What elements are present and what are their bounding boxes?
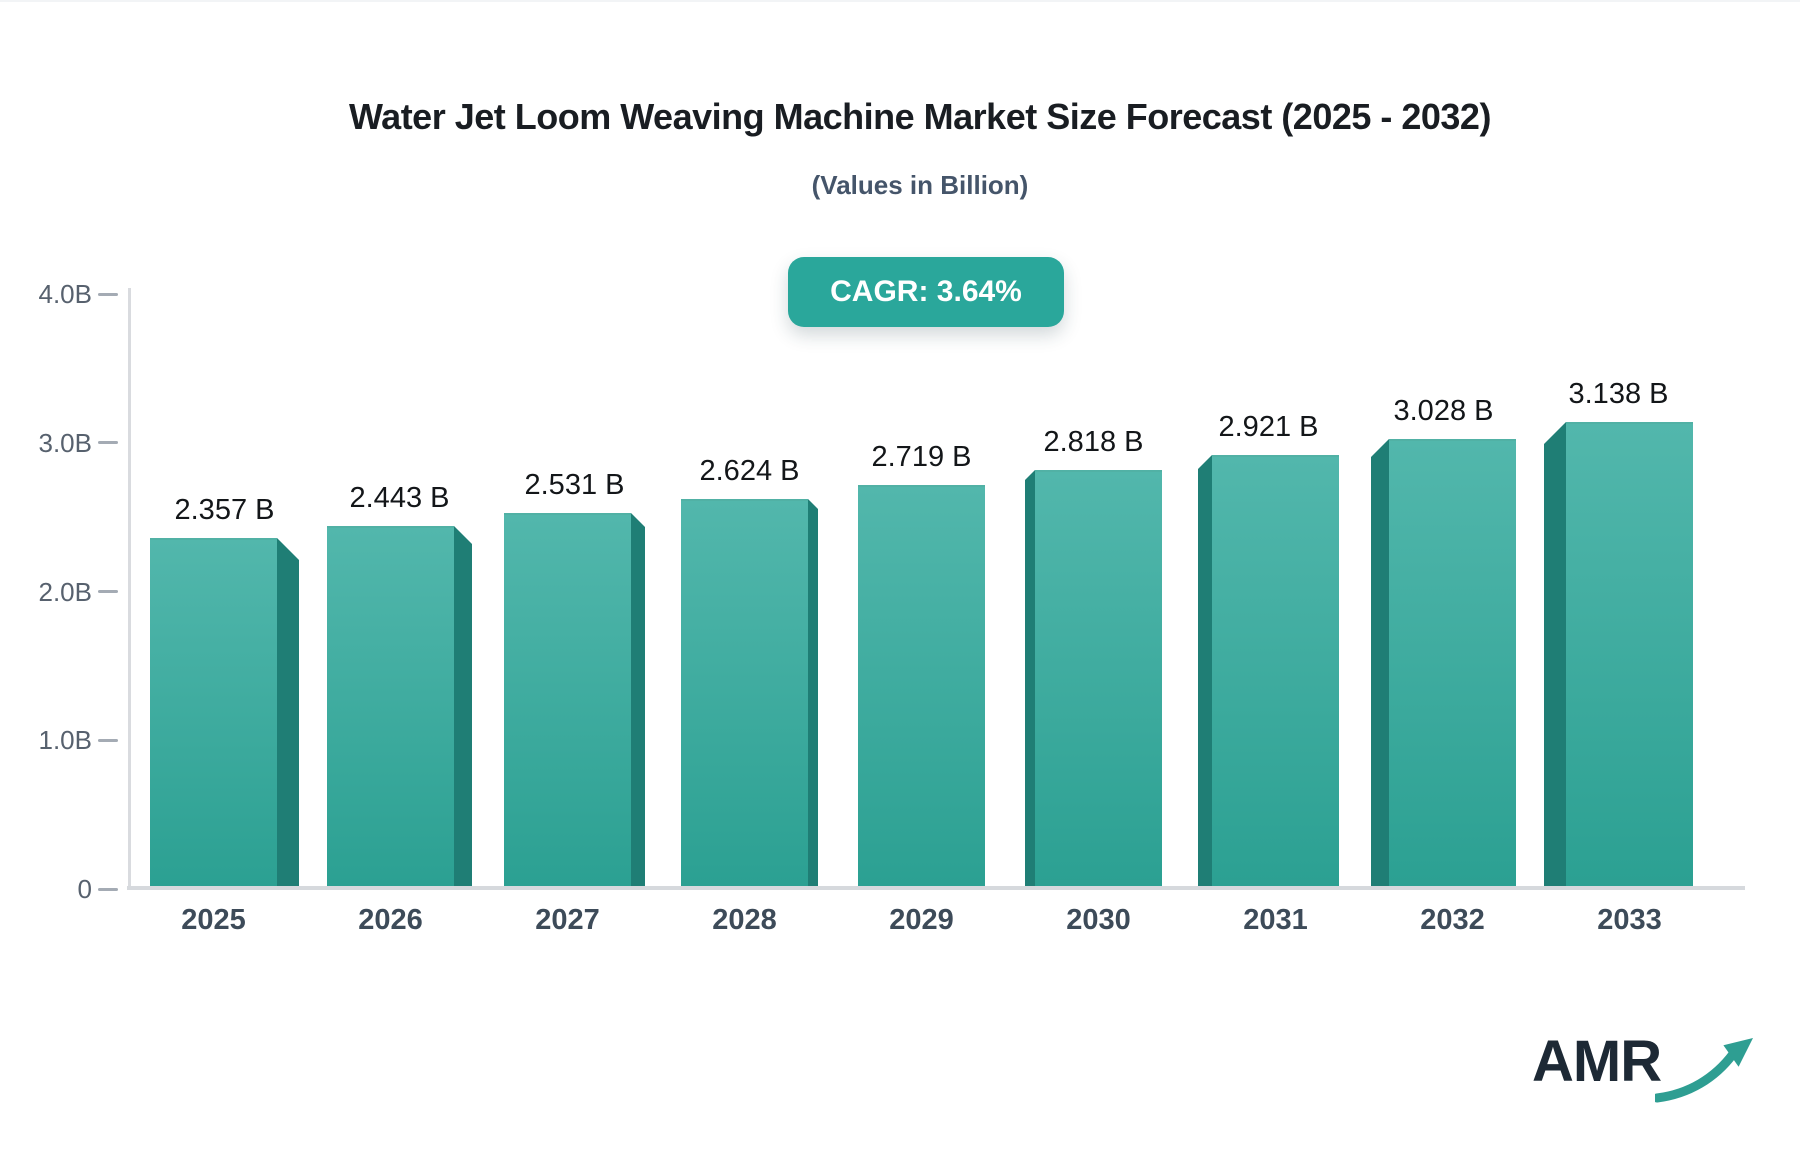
y-axis-tick (98, 292, 118, 296)
bar-side-2031 (1198, 455, 1212, 889)
cagr-badge: CAGR: 3.64% (788, 257, 1064, 327)
y-axis-line (128, 288, 131, 889)
bar-2030[interactable] (1035, 470, 1162, 889)
bar-value-label: 2.443 B (349, 482, 450, 514)
y-axis-tick (98, 887, 118, 891)
cagr-badge-label: CAGR: 3.64% (830, 275, 1022, 308)
x-axis-label-2027: 2027 (535, 904, 600, 936)
y-axis-tick (98, 441, 118, 445)
x-axis-label-2029: 2029 (889, 904, 954, 936)
bar-side-2025 (277, 538, 299, 889)
bar-side-2028 (808, 499, 818, 889)
bar-value-label: 2.719 B (871, 441, 972, 473)
y-axis-tick-label: 4.0B (38, 279, 93, 309)
bar-2028[interactable] (681, 499, 808, 889)
x-axis-label-2033: 2033 (1597, 904, 1662, 936)
bar-side-2032 (1371, 439, 1389, 889)
bar-side-2027 (631, 513, 645, 889)
bar-value-label: 2.624 B (699, 455, 800, 487)
bar-2033[interactable] (1566, 422, 1693, 889)
bar-2032[interactable] (1389, 439, 1516, 889)
bar-value-label: 2.531 B (524, 469, 625, 501)
brand-logo-text: AMR (1532, 1029, 1662, 1094)
bar-value-label: 2.357 B (174, 494, 275, 526)
y-axis-tick-label: 3.0B (38, 427, 93, 458)
y-axis-tick (98, 590, 118, 593)
bar-2031[interactable] (1212, 455, 1339, 889)
x-axis-line (127, 886, 1745, 890)
trend-arrow-icon (1652, 1034, 1759, 1111)
x-axis-label-2030: 2030 (1066, 904, 1131, 936)
y-axis-tick (98, 738, 118, 742)
x-axis-label-2031: 2031 (1243, 904, 1308, 936)
bar-side-2030 (1025, 470, 1035, 889)
x-axis-label-2025: 2025 (181, 904, 246, 936)
bar-2029[interactable] (858, 485, 985, 889)
bar-2026[interactable] (327, 526, 454, 889)
bar-side-2033 (1544, 422, 1566, 889)
y-axis-tick-label: 2.0B (38, 576, 93, 607)
bar-value-label: 3.028 B (1393, 395, 1494, 427)
bar-2027[interactable] (504, 513, 631, 889)
bar-value-label: 3.138 B (1568, 378, 1669, 410)
bar-2025[interactable] (150, 538, 277, 889)
bar-side-2026 (454, 526, 472, 889)
bar-value-label: 2.818 B (1043, 426, 1144, 458)
x-axis-label-2032: 2032 (1420, 904, 1485, 936)
chart-subtitle: (Values in Billion) (811, 170, 1029, 200)
bar-value-label: 2.921 B (1218, 411, 1319, 443)
y-axis-tick-label: 0 (77, 874, 92, 904)
brand-logo: AMR (1532, 1032, 1759, 1111)
chart-title: Water Jet Loom Weaving Machine Market Si… (349, 96, 1491, 137)
x-axis-label-2028: 2028 (712, 904, 777, 936)
y-axis-tick-label: 1.0B (38, 725, 93, 756)
x-axis-label-2026: 2026 (358, 904, 423, 936)
